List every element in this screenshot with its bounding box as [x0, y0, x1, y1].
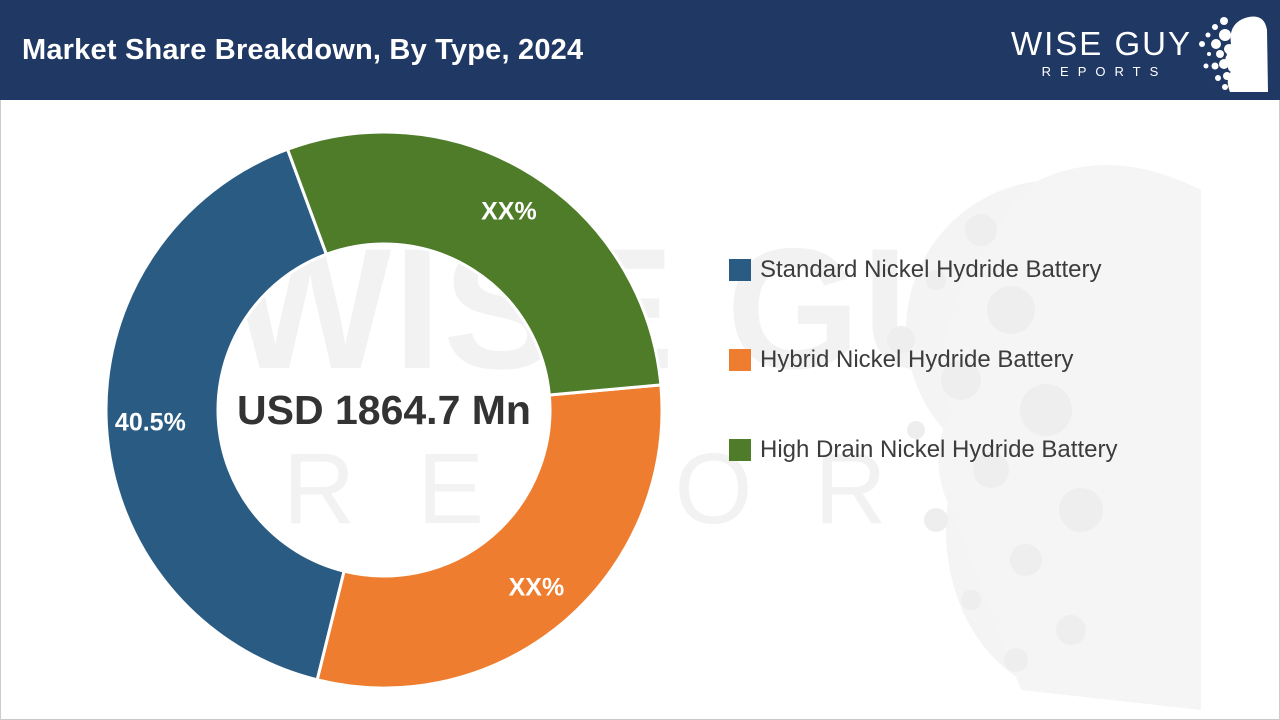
legend-swatch-icon: [729, 439, 751, 461]
donut-slice-2: [286, 130, 663, 397]
logo-text: WISE GUY REPORTS: [1011, 26, 1192, 80]
legend-item-1: Hybrid Nickel Hydride Battery: [729, 346, 1117, 374]
header-bar: Market Share Breakdown, By Type, 2024 WI…: [0, 0, 1280, 100]
legend-label: Standard Nickel Hydride Battery: [760, 256, 1102, 283]
page-title: Market Share Breakdown, By Type, 2024: [22, 34, 584, 66]
slice-percentage-label-0: 40.5%: [114, 408, 186, 437]
legend-swatch-icon: [729, 259, 751, 281]
wise-guy-reports-logo: WISE GUY REPORTS: [1011, 14, 1268, 92]
legend-item-2: High Drain Nickel Hydride Battery: [729, 436, 1117, 464]
legend-label: High Drain Nickel Hydride Battery: [760, 436, 1118, 463]
legend-swatch-icon: [729, 349, 751, 371]
donut-slice-0: [104, 147, 346, 682]
watermark-face-icon: [887, 165, 1201, 710]
slice-percentage-label-1: XX%: [508, 573, 565, 602]
logo-wordmark: WISE GUY: [1010, 25, 1192, 62]
donut-slice-1: [315, 383, 664, 690]
slice-percentage-label-2: XX%: [481, 197, 537, 226]
logo-face-icon: [1199, 16, 1268, 92]
center-value-label: USD 1864.7 Mn: [237, 387, 531, 433]
chart-area: WISE GUY REPORTS USD 1864.7 Mn Standard …: [0, 100, 1280, 720]
legend-item-0: Standard Nickel Hydride Battery: [729, 256, 1117, 284]
chart-legend: Standard Nickel Hydride Battery Hybrid Ni…: [729, 256, 1117, 526]
legend-label: Hybrid Nickel Hydride Battery: [760, 346, 1074, 373]
logo-subtitle: REPORTS: [1041, 64, 1168, 79]
donut-chart: [104, 130, 664, 690]
